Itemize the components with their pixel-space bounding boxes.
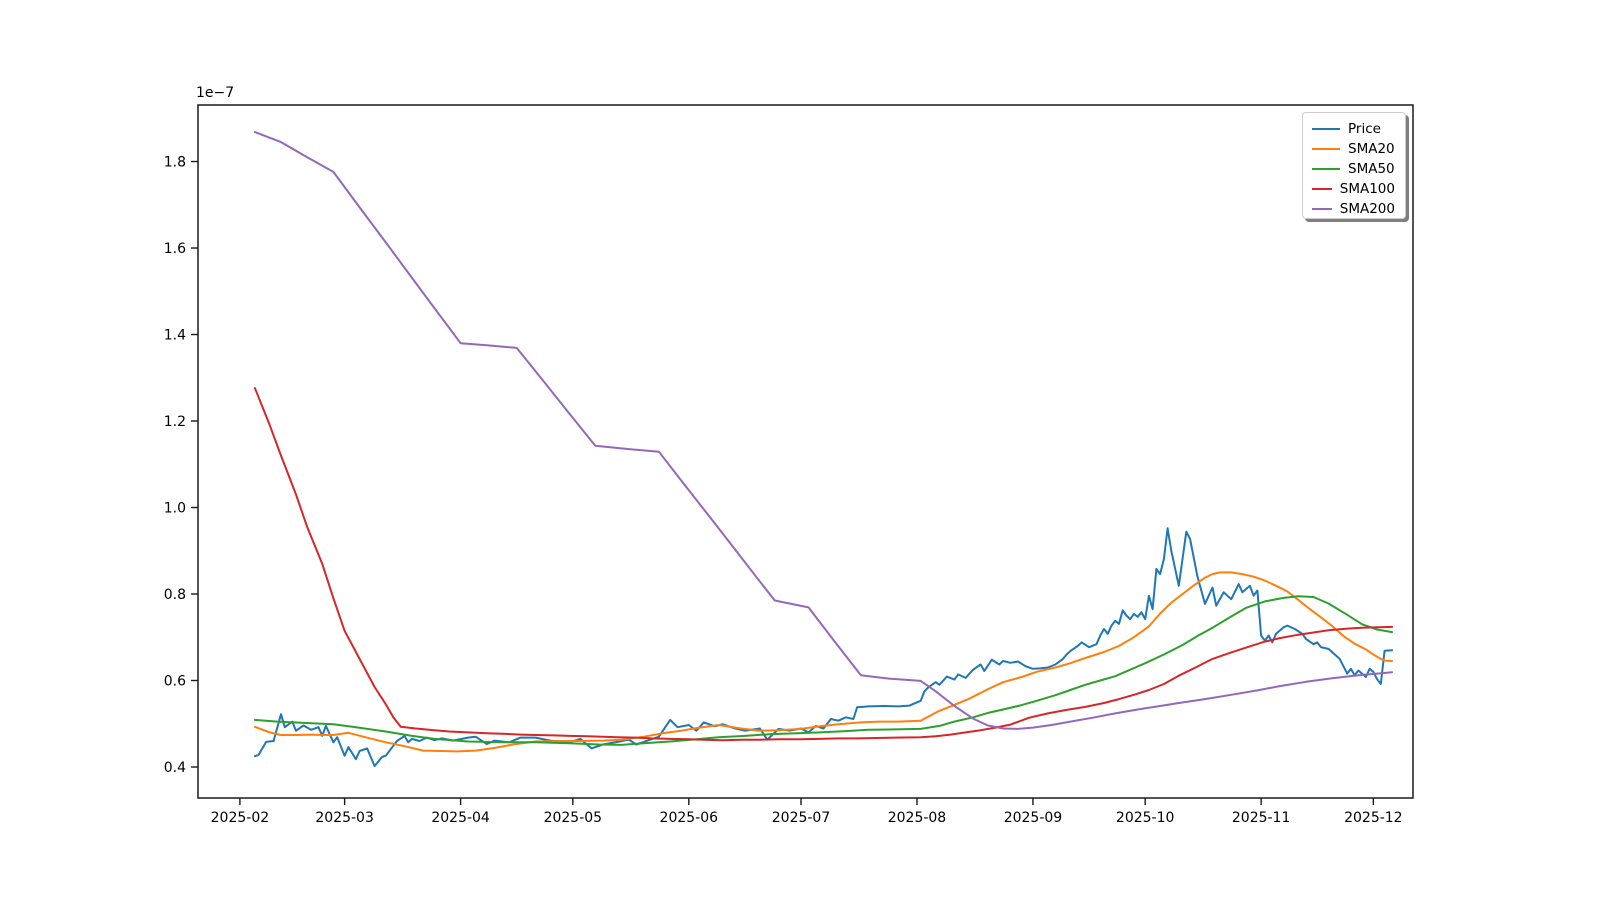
x-tick-label: 2025-07 xyxy=(772,810,831,826)
x-axis: 2025-02 2025-03 2025-04 2025-05 2025-06 2025-… xyxy=(211,798,1403,826)
legend-line-swatch xyxy=(1312,188,1332,190)
legend-label: SMA50 xyxy=(1348,161,1395,177)
legend-label: Price xyxy=(1348,121,1381,137)
y-tick-label: 0.4 xyxy=(164,760,186,776)
x-tick-label: 2025-09 xyxy=(1004,810,1063,826)
legend-item-price: Price xyxy=(1312,119,1395,139)
y-tick-label: 1.4 xyxy=(164,328,186,344)
legend-item-sma20: SMA20 xyxy=(1312,139,1395,159)
x-tick-label: 2025-08 xyxy=(888,810,947,826)
x-tick-label: 2025-06 xyxy=(660,810,719,826)
x-tick-label: 2025-10 xyxy=(1116,810,1175,826)
series-line-sma50 xyxy=(253,595,1394,746)
legend-line-swatch xyxy=(1312,128,1340,130)
legend-label: SMA100 xyxy=(1339,181,1395,197)
series-line-sma200 xyxy=(253,131,1394,730)
series-line-sma100 xyxy=(253,387,1394,742)
y-tick-label: 0.8 xyxy=(164,587,186,603)
y-axis: 0.4 0.6 0.8 1.0 1.2 1.4 1.6 1.8 xyxy=(164,155,198,776)
x-tick-label: 2025-05 xyxy=(544,810,603,826)
legend-line-swatch xyxy=(1312,148,1340,150)
legend-item-sma100: SMA100 xyxy=(1312,179,1395,199)
x-tick-label: 2025-03 xyxy=(315,810,374,826)
y-tick-label: 1.0 xyxy=(164,501,186,517)
plot-border xyxy=(197,104,1414,799)
x-tick-label: 2025-11 xyxy=(1232,810,1291,826)
y-tick-label: 1.2 xyxy=(164,414,186,430)
x-tick-label: 2025-12 xyxy=(1344,810,1403,826)
legend-item-sma50: SMA50 xyxy=(1312,159,1395,179)
y-tick-label: 1.8 xyxy=(164,155,186,171)
y-axis-offset-label: 1e−7 xyxy=(196,85,234,101)
legend-line-swatch xyxy=(1312,168,1340,170)
x-tick-label: 2025-02 xyxy=(211,810,270,826)
y-tick-label: 1.6 xyxy=(164,241,186,257)
legend: Price SMA20 SMA50 SMA100 SMA200 xyxy=(1302,112,1406,219)
y-tick-label: 0.6 xyxy=(164,673,186,689)
series-lines xyxy=(253,131,1394,768)
series-line-price xyxy=(253,527,1394,768)
series-line-sma20 xyxy=(253,571,1394,753)
legend-line-swatch xyxy=(1312,208,1332,210)
legend-label: SMA200 xyxy=(1339,201,1395,217)
x-tick-label: 2025-04 xyxy=(431,810,490,826)
legend-label: SMA20 xyxy=(1348,141,1395,157)
legend-item-sma200: SMA200 xyxy=(1312,199,1395,219)
